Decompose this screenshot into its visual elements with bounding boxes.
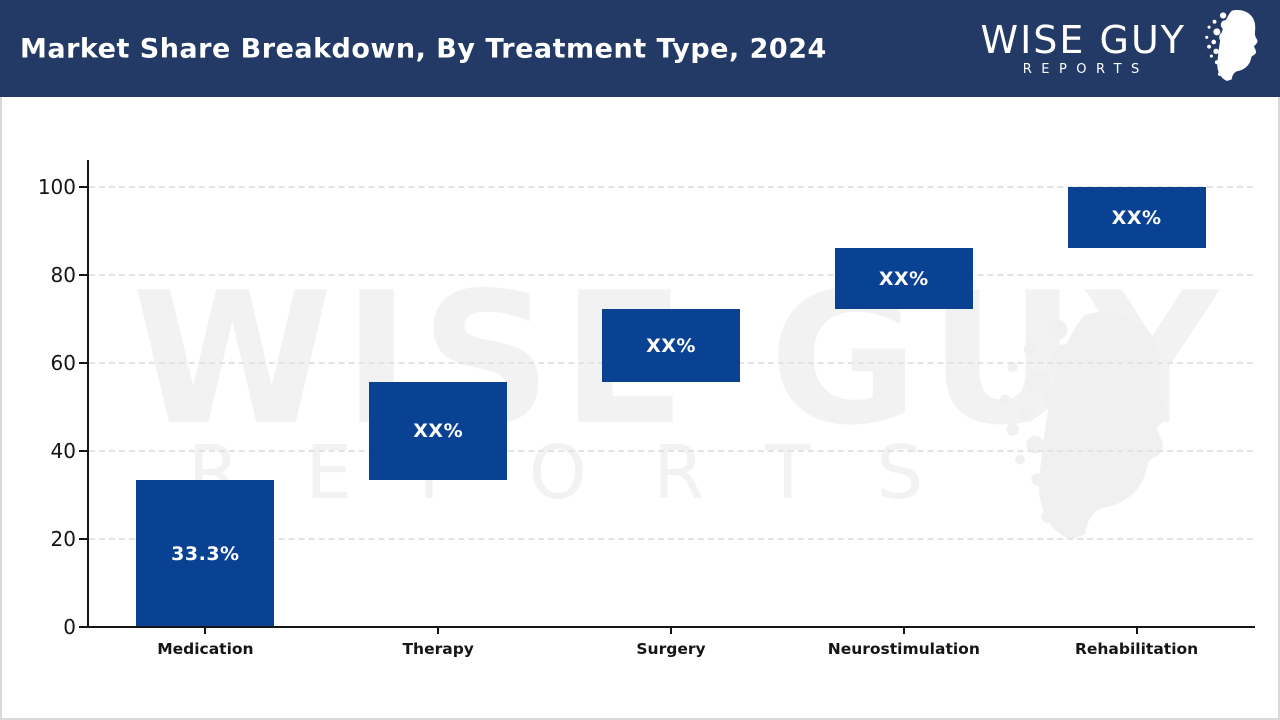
bar-rehabilitation: XX% <box>1067 187 1206 249</box>
bar-value-label-surgery: XX% <box>646 334 696 357</box>
y-axis-line <box>87 160 89 627</box>
x-tick-rehabilitation <box>1135 628 1138 634</box>
page-title: Market Share Breakdown, By Treatment Typ… <box>20 33 827 64</box>
logo-wiseguy-label: WISE GUY <box>980 18 1186 62</box>
bar-value-label-neurostimulation: XX% <box>878 267 929 290</box>
x-category-label-rehabilitation: Rehabilitation <box>1074 640 1199 658</box>
x-category-label-medication: Medication <box>157 640 254 658</box>
y-tick-0 <box>79 626 87 628</box>
bar-value-label-rehabilitation: XX% <box>1111 206 1162 229</box>
gridline-100 <box>89 186 1253 188</box>
x-category-label-therapy: Therapy <box>402 640 474 658</box>
x-tick-surgery <box>670 628 672 634</box>
bar-surgery: XX% <box>602 309 740 383</box>
x-axis-line <box>87 626 1255 628</box>
header-banner: Market Share Breakdown, By Treatment Typ… <box>0 0 1280 97</box>
y-tick-100 <box>79 186 87 188</box>
y-tick-label-40: 40 <box>50 439 76 463</box>
y-tick-label-80: 80 <box>50 263 76 287</box>
x-category-label-surgery: Surgery <box>636 640 706 658</box>
y-tick-label-100: 100 <box>37 175 76 199</box>
y-tick-20 <box>79 538 87 540</box>
x-category-label-neurostimulation: Neurostimulation <box>827 640 980 658</box>
x-tick-medication <box>204 628 207 634</box>
y-tick-80 <box>79 274 87 276</box>
y-tick-40 <box>79 450 87 452</box>
gridline-80 <box>89 274 1253 276</box>
y-tick-label-60: 60 <box>50 351 76 375</box>
bar-value-label-medication: 33.3% <box>171 542 240 565</box>
bar-neurostimulation: XX% <box>834 248 973 310</box>
watermark-reports-text: REPORTS <box>188 430 990 516</box>
bar-medication: 33.3% <box>136 480 275 627</box>
bar-value-label-therapy: XX% <box>413 420 464 443</box>
gridline-20 <box>89 538 1253 540</box>
x-tick-neurostimulation <box>902 628 905 634</box>
x-tick-therapy <box>437 628 440 634</box>
bar-therapy: XX% <box>369 382 508 481</box>
watermark-head-dots-graphic <box>1000 312 1168 540</box>
y-tick-60 <box>79 362 87 364</box>
logo-text: WISE GUY REPORTS <box>981 21 1186 77</box>
logo-reports-label: REPORTS <box>1022 62 1149 77</box>
y-tick-label-0: 0 <box>63 615 76 639</box>
gridline-40 <box>89 450 1253 452</box>
logo-head-dots-icon <box>1205 10 1258 81</box>
y-tick-label-20: 20 <box>50 527 76 551</box>
wise-guy-reports-logo: WISE GUY REPORTS <box>981 6 1266 92</box>
